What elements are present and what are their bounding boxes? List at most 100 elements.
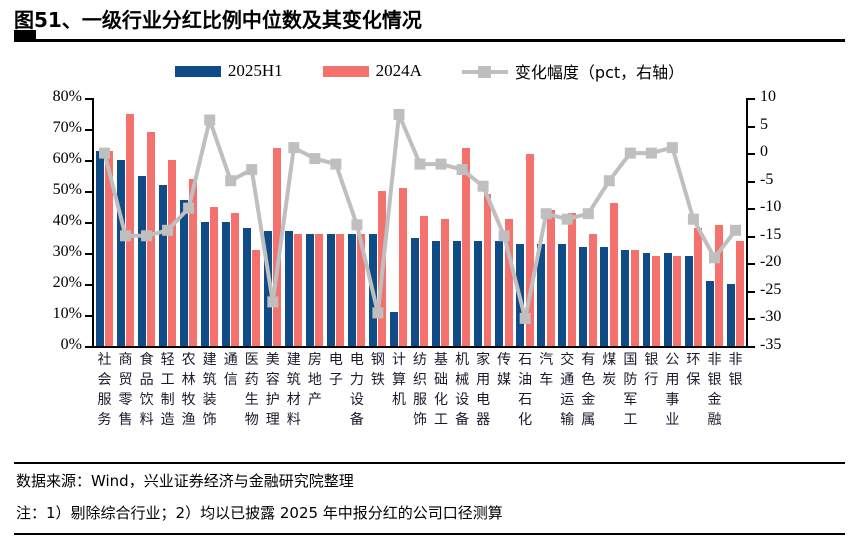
change-line-marker	[687, 213, 699, 225]
y-tick-mark-left	[85, 315, 93, 317]
y-tick-mark-right	[747, 98, 755, 100]
change-line-marker	[456, 164, 468, 176]
change-line-marker	[603, 175, 615, 187]
bar-2024a	[672, 256, 681, 346]
bar-group	[683, 98, 704, 346]
y-tick-mark-left	[85, 284, 93, 286]
bar-2024a	[189, 178, 198, 346]
x-tick-label: 银行	[644, 352, 659, 388]
x-tick-label: 非银金融	[707, 352, 722, 428]
change-line-marker	[141, 230, 153, 242]
bar-2025h1	[221, 222, 230, 346]
y-tick-mark-right	[747, 208, 755, 211]
bar-group	[431, 98, 452, 346]
chart-legend: 2025H1 2024A 变化幅度（pct，右轴）	[0, 56, 859, 86]
x-tick-label: 汽车	[539, 352, 554, 388]
bar-2025h1	[600, 246, 609, 346]
bar-group	[283, 98, 304, 346]
bar-2024a	[525, 153, 534, 346]
bar-group	[115, 98, 136, 346]
y-tick-right: -20	[760, 253, 782, 271]
x-tick-label: 纺织服饰	[412, 352, 427, 428]
bar-2024a	[104, 150, 113, 346]
change-line-marker	[519, 312, 531, 324]
bar-2024a	[609, 203, 618, 346]
bar-group	[325, 98, 346, 346]
x-tick-label: 建筑装饰	[202, 352, 217, 428]
bar-group	[262, 98, 283, 346]
y-tick-left: 50%	[52, 181, 82, 198]
bar-group	[409, 98, 430, 346]
bar-group	[388, 98, 409, 346]
bar-2025h1	[411, 237, 420, 346]
x-tick-label: 社会服务	[97, 352, 112, 428]
figure-title-block: 图51、一级行业分红比例中位数及其变化情况	[0, 0, 859, 44]
y-tick-right: 5	[760, 115, 768, 133]
legend-label: 2024A	[375, 61, 422, 80]
x-tick-label: 建筑材料	[286, 352, 301, 428]
y-tick-left: 60%	[52, 150, 82, 167]
y-tick-mark-right	[747, 235, 755, 238]
y-tick-left: 70%	[52, 119, 82, 136]
legend-label: 变化幅度（pct，右轴）	[514, 63, 685, 82]
y-tick-right: -35	[760, 336, 782, 353]
y-tick-left: 20%	[52, 274, 82, 291]
y-tick-mark-left	[85, 346, 93, 348]
y-axis-left	[92, 98, 94, 346]
y-tick-mark-left	[85, 191, 93, 193]
bar-2025h1	[263, 231, 272, 346]
bar-group	[599, 98, 620, 346]
x-axis	[92, 346, 748, 348]
footer-bottom-divider	[14, 533, 845, 535]
change-line-marker	[351, 219, 363, 231]
change-line-marker	[477, 180, 489, 192]
y-tick-mark-right	[747, 318, 755, 321]
y-tick-left: 30%	[52, 243, 82, 260]
x-tick-label: 公用事业	[665, 352, 680, 428]
bar-2025h1	[642, 253, 651, 346]
bar-group	[704, 98, 725, 346]
y-tick-right: -30	[760, 308, 782, 326]
x-tick-label: 煤炭	[602, 352, 617, 388]
bar-group	[641, 98, 662, 346]
change-line-marker	[645, 147, 657, 159]
bar-2025h1	[116, 160, 125, 346]
y-tick-mark-left	[85, 222, 93, 224]
y-tick-right: -10	[760, 198, 782, 216]
x-tick-label: 电子	[328, 352, 343, 388]
change-line-marker	[372, 307, 384, 319]
bar-2025h1	[137, 175, 146, 346]
bar-2024a	[399, 187, 408, 346]
bar-2025h1	[621, 249, 630, 346]
y-tick-left: 80%	[52, 88, 82, 105]
bar-2024a	[273, 147, 282, 346]
plot-area	[85, 98, 755, 348]
x-tick-label: 医药生物	[244, 352, 259, 428]
bar-2025h1	[726, 284, 735, 346]
y-tick-mark-right	[747, 346, 755, 348]
method-note: 注：1）剔除综合行业；2）均以已披露 2025 年中报分红的公司口径测算	[16, 504, 503, 522]
bar-2025h1	[558, 243, 567, 346]
y-tick-mark-right	[747, 180, 755, 183]
bar-2025h1	[390, 311, 399, 346]
legend-swatch-icon	[322, 65, 369, 77]
change-line-marker	[435, 158, 447, 170]
bar-group	[346, 98, 367, 346]
change-line-marker	[393, 109, 405, 120]
bar-group	[557, 98, 578, 346]
x-tick-label: 钢铁	[370, 352, 385, 388]
change-line-marker	[288, 142, 300, 154]
bar-2025h1	[453, 240, 462, 346]
bar-2024a	[504, 218, 513, 346]
x-tick-label: 食品饮料	[139, 352, 154, 428]
x-tick-label: 基础化工	[434, 352, 449, 428]
bar-group	[220, 98, 241, 346]
change-line-marker	[267, 296, 279, 308]
bar-2024a	[735, 240, 744, 346]
change-line-marker	[730, 224, 741, 236]
bar-2025h1	[158, 184, 167, 346]
y-tick-right: -15	[760, 225, 782, 243]
bar-group	[473, 98, 494, 346]
x-tick-label: 计算机	[391, 352, 406, 408]
x-tick-label: 轻工制造	[160, 352, 175, 428]
